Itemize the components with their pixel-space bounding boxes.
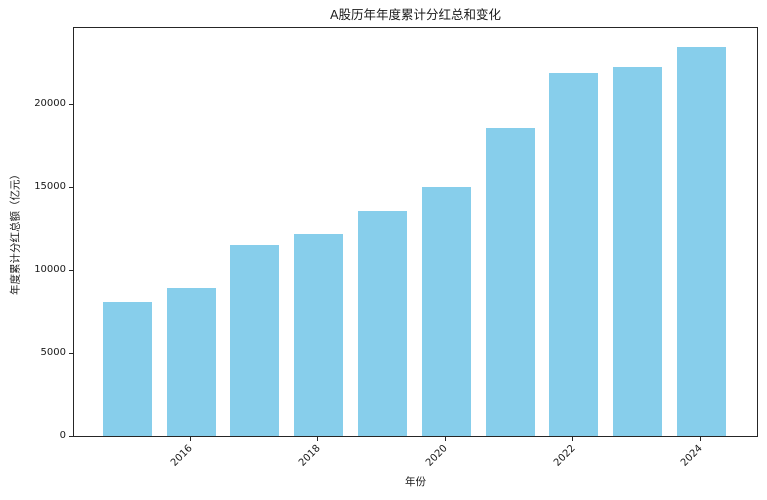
y-tick-mark: [69, 104, 73, 106]
chart-title: A股历年年度累计分红总和变化: [329, 7, 502, 22]
bar-2015: [102, 302, 152, 436]
y-tick-mark: [69, 353, 73, 354]
y-tick-label: 5000: [40, 347, 66, 358]
x-tick-mark: [189, 437, 191, 441]
bar-2019: [358, 211, 408, 436]
bar-2021: [485, 127, 535, 436]
plot-area: [73, 27, 758, 437]
bar-2016: [166, 288, 216, 436]
y-tick-label: 20000: [34, 98, 66, 110]
bar-2017: [230, 245, 280, 436]
y-tick-label: 0: [59, 430, 66, 441]
y-tick-mark: [69, 187, 73, 188]
y-tick-mark: [69, 270, 73, 271]
bar-2018: [294, 233, 344, 436]
x-tick-mark: [317, 437, 319, 441]
y-tick-label: 15000: [34, 181, 66, 192]
x-axis-label: 年份: [405, 476, 426, 488]
bar-2023: [613, 66, 663, 436]
x-tick-mark: [699, 437, 701, 441]
bar-2024: [676, 47, 726, 436]
bar-2022: [549, 73, 599, 436]
x-tick-mark: [572, 437, 574, 441]
y-tick-label: 10000: [34, 264, 66, 275]
y-tick-mark: [69, 436, 73, 437]
bar-2020: [421, 186, 471, 436]
x-tick-mark: [444, 437, 446, 441]
